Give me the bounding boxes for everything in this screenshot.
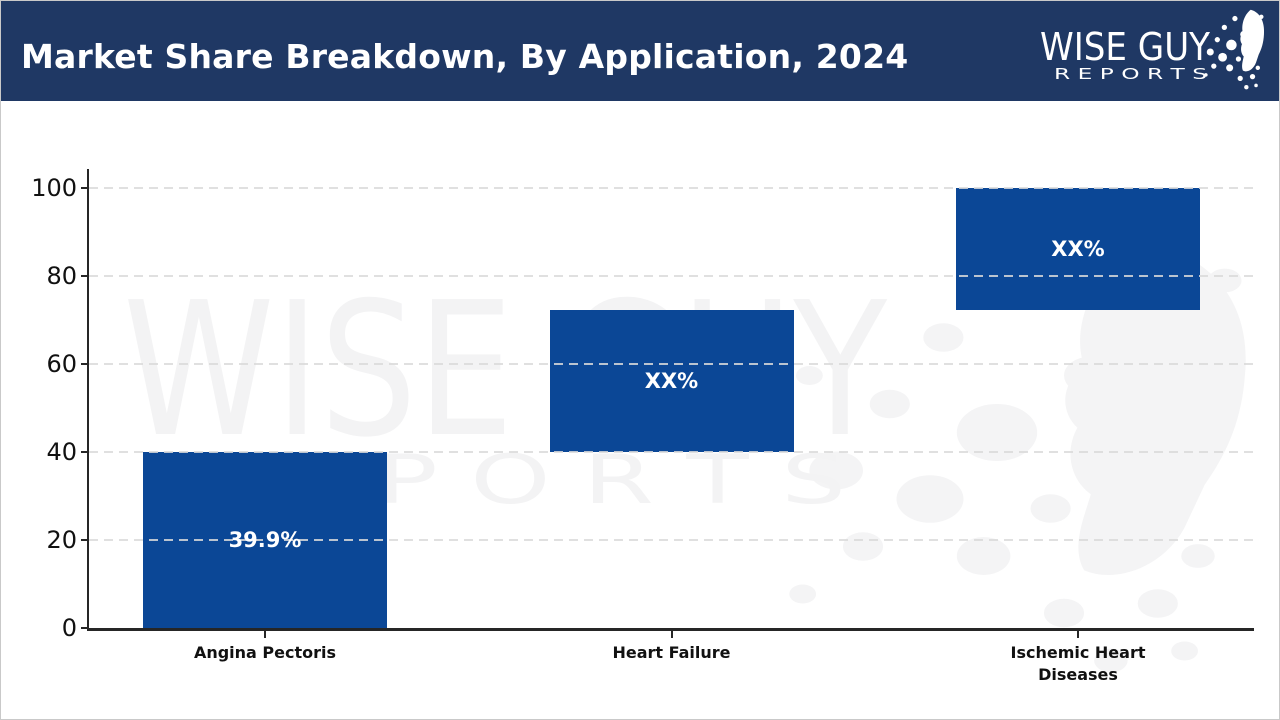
x-category-label: Heart Failure — [612, 643, 731, 662]
y-tick-mark — [81, 627, 89, 629]
bar-value-label: XX% — [1051, 236, 1105, 261]
y-tick-label: 40 — [46, 438, 77, 466]
wiseguy-logo: WISE GUY R E P O R T S — [1040, 9, 1265, 90]
y-tick-mark — [81, 363, 89, 365]
y-tick-label: 80 — [46, 262, 77, 290]
x-tick-mark — [264, 630, 266, 638]
x-category-label: Ischemic Heart Diseases — [1010, 643, 1146, 684]
bar-value-label: 39.9% — [228, 528, 302, 552]
report-header: Market Share Breakdown, By Application, … — [1, 1, 1279, 101]
bar-value-label: XX% — [644, 368, 699, 393]
y-tick-label: 20 — [46, 526, 77, 554]
x-tick-mark — [670, 630, 673, 638]
gridline — [89, 187, 1254, 189]
x-category-label: Angina Pectoris — [193, 643, 337, 662]
gridline — [89, 539, 1254, 541]
gridline — [89, 363, 1254, 365]
axis-x — [87, 628, 1254, 631]
y-tick-mark — [81, 187, 89, 189]
x-tick-mark — [1077, 630, 1079, 638]
y-tick-mark — [81, 275, 89, 277]
y-tick-label: 100 — [31, 174, 77, 202]
gridline — [89, 275, 1254, 277]
page-title: Market Share Breakdown, By Application, … — [21, 37, 909, 76]
logo-wordmark: WISE GUY — [1040, 25, 1211, 69]
axis-y — [87, 169, 89, 630]
y-tick-mark — [81, 451, 89, 453]
gridline — [89, 451, 1254, 453]
logo-subtext: R E P O R T S — [1054, 65, 1207, 83]
y-tick-label: 0 — [61, 614, 77, 642]
bar — [549, 309, 794, 452]
y-tick-mark — [81, 539, 89, 541]
y-tick-label: 60 — [46, 350, 77, 378]
logo-face-dots-icon — [1204, 9, 1265, 90]
chart-area: WISE GUY R E P O R T S 0 20 40 60 80 100 39.9%… — [1, 101, 1279, 719]
